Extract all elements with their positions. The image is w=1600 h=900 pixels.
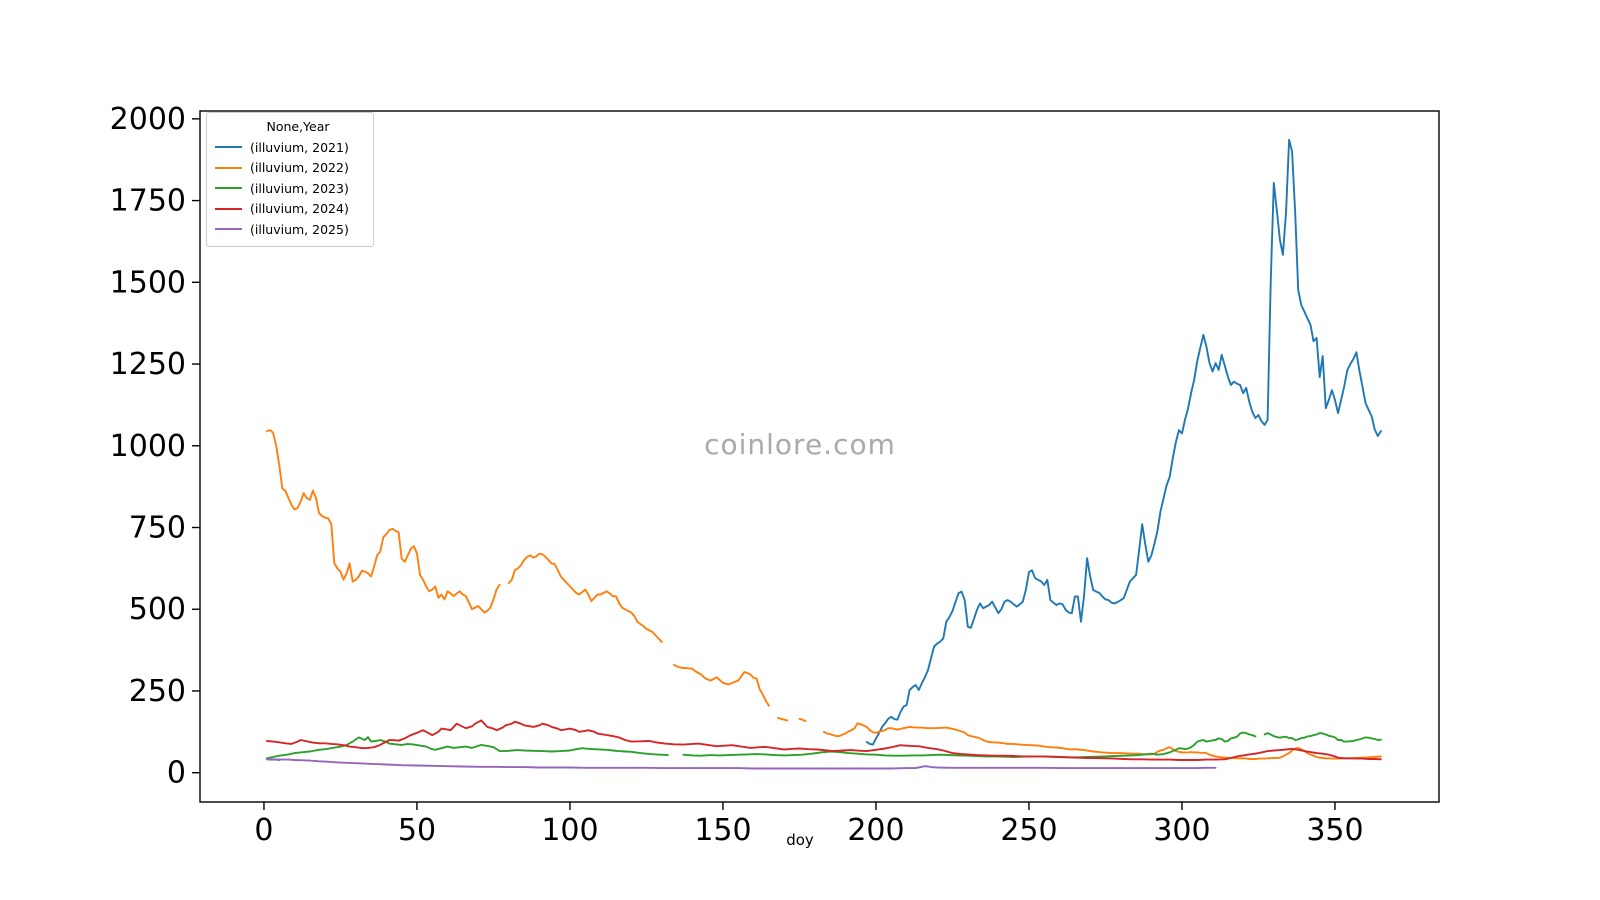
y-tick-label: 1500 (110, 265, 186, 300)
x-tick-label: 50 (398, 813, 436, 848)
legend-entry-label: (illuvium, 2021) (250, 139, 349, 155)
x-tick-label: 350 (1306, 813, 1363, 848)
legend-entry: (illuvium, 2022) (215, 158, 363, 179)
legend-entry-label: (illuvium, 2022) (250, 160, 349, 176)
legend-line-sample (215, 228, 242, 231)
x-tick-label: 200 (847, 813, 904, 848)
x-tick-label: 300 (1153, 813, 1210, 848)
legend-entry: (illuvium, 2021) (215, 137, 363, 158)
legend-entry: (illuvium, 2023) (215, 178, 363, 199)
legend-entry: (illuvium, 2025) (215, 219, 363, 240)
y-tick-label: 1750 (110, 184, 186, 219)
plot-border (199, 110, 1440, 803)
legend-entry-label: (illuvium, 2023) (250, 180, 349, 196)
x-tick-label: 150 (694, 813, 751, 848)
legend-line-sample (215, 146, 242, 149)
legend-line-sample (215, 187, 242, 190)
series-line-illuvium-2022 (266, 429, 1382, 760)
x-tick-label: 250 (1000, 813, 1057, 848)
legend-entry-label: (illuvium, 2024) (250, 201, 349, 217)
legend-entry: (illuvium, 2024) (215, 199, 363, 220)
series-line-illuvium-2024 (266, 719, 1382, 761)
x-axis-label: doy (786, 831, 814, 849)
series-line-illuvium-2023 (266, 731, 1382, 760)
series-line-illuvium-2025 (266, 758, 1217, 770)
watermark: coinlore.com (704, 428, 896, 461)
legend-title: None,Year (266, 119, 330, 134)
legend-line-sample (215, 207, 242, 210)
y-tick-label: 1250 (110, 347, 186, 382)
y-tick-label: 500 (129, 592, 186, 627)
x-tick-label: 0 (254, 813, 273, 848)
y-tick-label: 250 (129, 674, 186, 709)
y-tick-label: 2000 (110, 102, 186, 137)
legend: None,Year (illuvium, 2021) (illuvium, 202… (206, 112, 374, 247)
x-tick-label: 100 (541, 813, 598, 848)
y-tick-label: 750 (129, 511, 186, 546)
y-tick-label: 1000 (110, 429, 186, 464)
y-tick-label: 0 (167, 756, 186, 791)
legend-line-sample (215, 166, 242, 169)
legend-entry-label: (illuvium, 2025) (250, 221, 349, 237)
